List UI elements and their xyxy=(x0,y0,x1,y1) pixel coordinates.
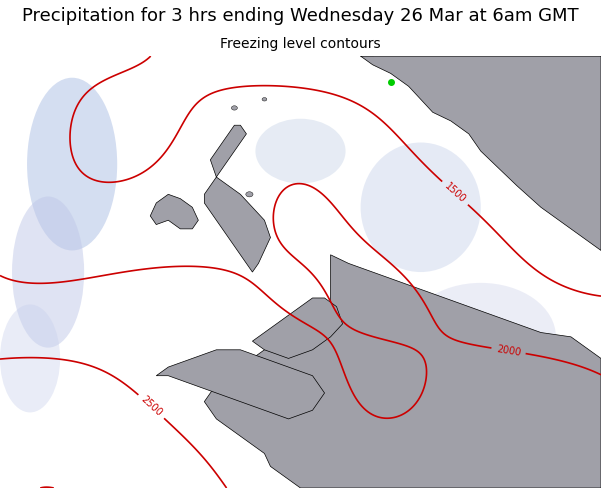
Ellipse shape xyxy=(12,197,84,347)
Polygon shape xyxy=(252,298,343,358)
Text: 2500: 2500 xyxy=(139,394,164,419)
Circle shape xyxy=(246,192,253,197)
Polygon shape xyxy=(204,177,270,272)
Polygon shape xyxy=(204,255,601,488)
Circle shape xyxy=(231,106,237,110)
Ellipse shape xyxy=(255,119,346,183)
Polygon shape xyxy=(156,350,325,419)
Polygon shape xyxy=(361,56,601,250)
Ellipse shape xyxy=(0,305,60,412)
Circle shape xyxy=(262,98,267,101)
Text: Precipitation for 3 hrs ending Wednesday 26 Mar at 6am GMT: Precipitation for 3 hrs ending Wednesday… xyxy=(22,7,579,25)
Polygon shape xyxy=(210,125,246,177)
Text: Freezing level contours: Freezing level contours xyxy=(220,37,381,51)
Text: 2000: 2000 xyxy=(496,344,522,358)
Ellipse shape xyxy=(361,142,481,272)
Ellipse shape xyxy=(27,78,117,250)
Polygon shape xyxy=(150,194,198,229)
Polygon shape xyxy=(361,56,601,229)
Ellipse shape xyxy=(406,283,556,391)
Text: 1500: 1500 xyxy=(442,181,468,205)
